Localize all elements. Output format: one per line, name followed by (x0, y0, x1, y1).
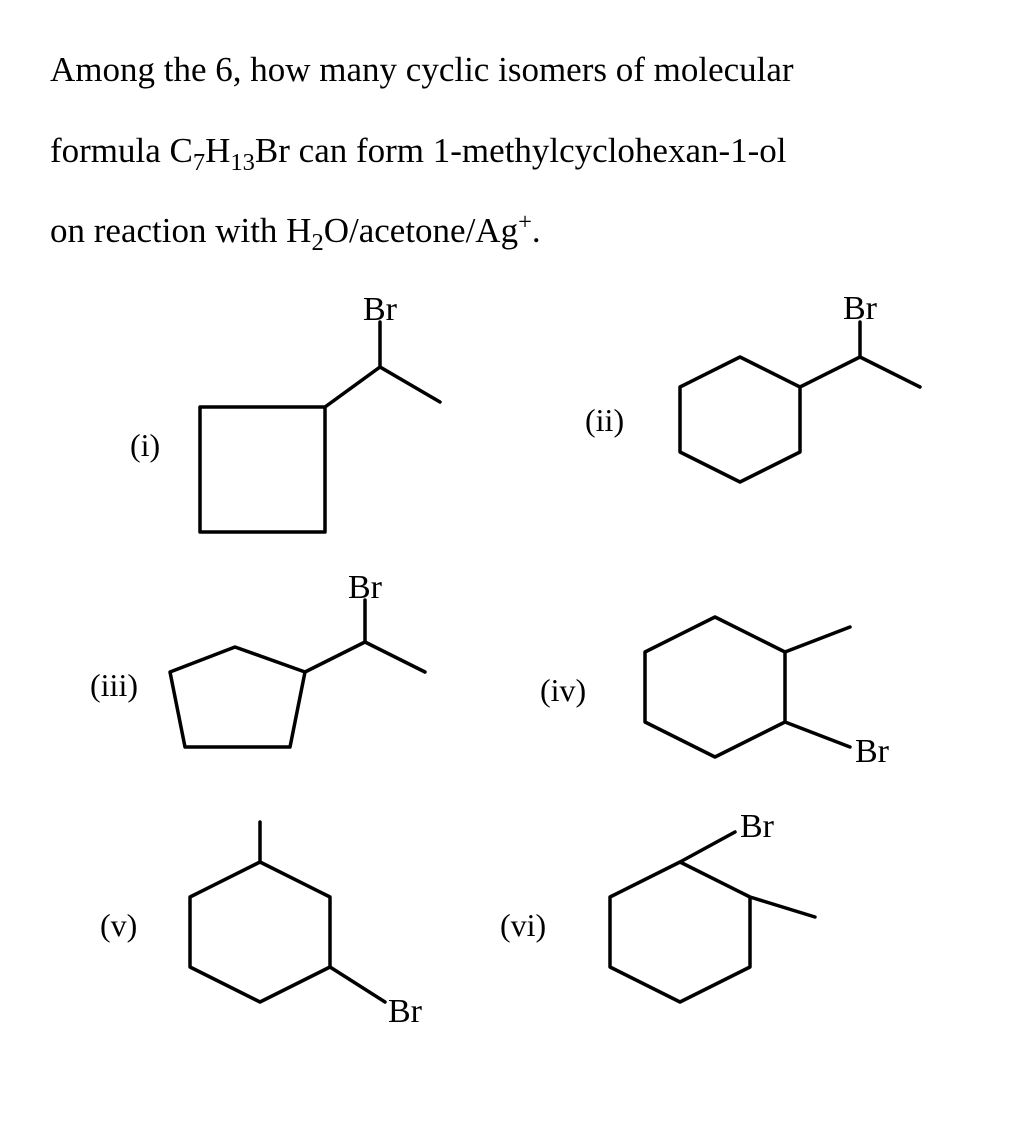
molecule-i: Br (180, 292, 470, 552)
structures-container: (i) (ii) (iii) (iv) (v) (vi) Br B (50, 292, 974, 1072)
question-line3-pre: on reaction with H (50, 211, 311, 250)
molecule-vi: Br (570, 812, 880, 1042)
molecule-iv: Br (605, 592, 945, 792)
molecule-iii: Br (150, 572, 460, 792)
br-atom-iv: Br (855, 733, 890, 770)
label-vi: (vi) (500, 907, 546, 944)
br-atom-iii: Br (348, 572, 383, 606)
question-sup: + (518, 208, 532, 235)
question-line3-mid: O/acetone/Ag (324, 211, 518, 250)
label-v: (v) (100, 907, 137, 944)
label-iii: (iii) (90, 667, 138, 704)
question-line2-mid1: H (205, 131, 230, 170)
label-iv: (iv) (540, 672, 586, 709)
molecule-ii: Br (640, 292, 960, 512)
br-atom-vi: Br (740, 812, 775, 845)
br-atom-v: Br (388, 993, 423, 1030)
question-text: Among the 6, how many cyclic isomers of … (50, 30, 974, 272)
question-line2-mid2: Br can form 1-methylcyclohexan-1-ol (255, 131, 787, 170)
question-sub3: 2 (311, 229, 323, 256)
molecule-v: Br (150, 812, 460, 1052)
question-line2-pre: formula C (50, 131, 193, 170)
label-ii: (ii) (585, 402, 624, 439)
question-line3-end: . (532, 211, 541, 250)
question-sub2: 13 (230, 149, 255, 176)
br-atom-ii: Br (843, 292, 878, 327)
question-line1: Among the 6, how many cyclic isomers of … (50, 50, 794, 89)
label-i: (i) (130, 427, 160, 464)
question-sub1: 7 (193, 149, 205, 176)
br-atom-i: Br (363, 292, 398, 328)
